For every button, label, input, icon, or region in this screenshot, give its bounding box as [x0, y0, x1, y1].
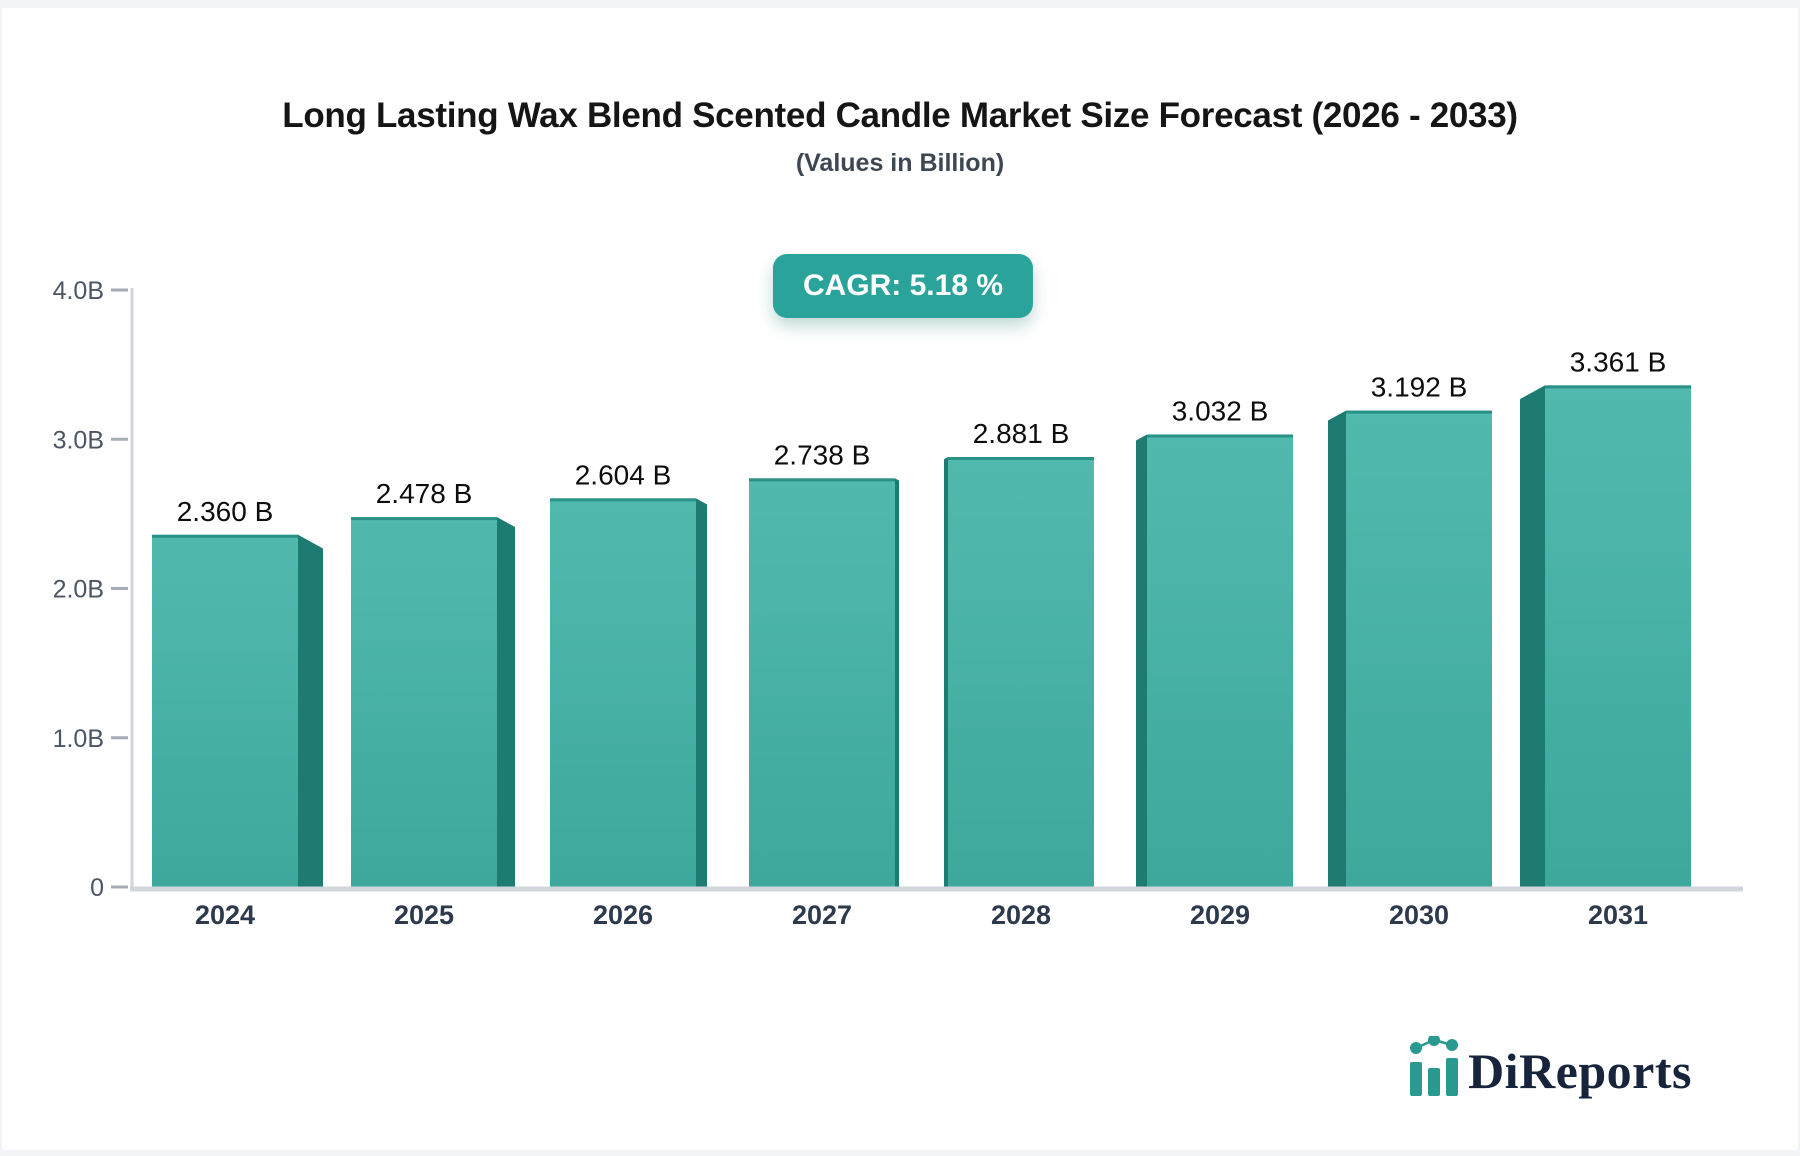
bar-2024: [152, 534, 298, 887]
x-tick-label: 2025: [394, 900, 454, 930]
bar-side-2025: [497, 517, 515, 887]
bar-value-label: 3.032 B: [1172, 395, 1269, 426]
x-tick-label: 2024: [195, 900, 255, 930]
bar-2031: [1545, 385, 1691, 887]
bar-side-2031: [1520, 385, 1545, 887]
bar-side-2026: [696, 498, 707, 887]
bar-value-label: 2.738 B: [774, 439, 871, 470]
y-tick-label: 0: [90, 874, 104, 902]
bar-side-2030: [1328, 410, 1346, 887]
y-tick-label: 2.0B: [53, 576, 104, 604]
bar-value-label: 2.604 B: [575, 459, 672, 490]
chart-title: Long Lasting Wax Blend Scented Candle Ma…: [282, 96, 1518, 135]
x-tick-label: 2028: [991, 900, 1051, 930]
bar-side-2028: [944, 457, 948, 887]
direports-logo: DiReports: [1408, 1036, 1692, 1096]
bar-value-label: 2.360 B: [177, 496, 274, 527]
direports-logo-text: DiReports: [1468, 1043, 1692, 1099]
chart-subtitle: (Values in Billion): [795, 149, 1005, 177]
bar-value-label: 2.881 B: [973, 418, 1070, 449]
bar-2030: [1346, 410, 1492, 887]
y-tick-label: 4.0B: [53, 277, 104, 305]
bar-2029: [1147, 434, 1293, 887]
bar-value-label: 3.192 B: [1371, 372, 1468, 403]
bar-2027: [749, 478, 895, 887]
x-tick-label: 2027: [792, 900, 852, 930]
cagr-badge: CAGR: 5.18 %: [772, 254, 1034, 318]
bar-side-2027: [895, 478, 899, 887]
y-tick-label: 1.0B: [53, 725, 104, 753]
x-tick-label: 2029: [1190, 900, 1250, 930]
x-tick-label: 2026: [593, 900, 653, 930]
bar-2025: [351, 517, 497, 887]
x-tick-label: 2030: [1389, 900, 1449, 930]
bar-side-2029: [1136, 434, 1147, 887]
x-tick-label: 2031: [1588, 900, 1648, 930]
bar-2026: [550, 498, 696, 887]
bar-side-2024: [298, 534, 323, 887]
bar-value-label: 3.361 B: [1570, 346, 1667, 377]
bar-value-label: 2.478 B: [376, 478, 473, 509]
bar-2028: [948, 457, 1094, 887]
y-tick-label: 3.0B: [53, 426, 104, 454]
mini-bar-chart-icon: [1410, 1036, 1459, 1096]
